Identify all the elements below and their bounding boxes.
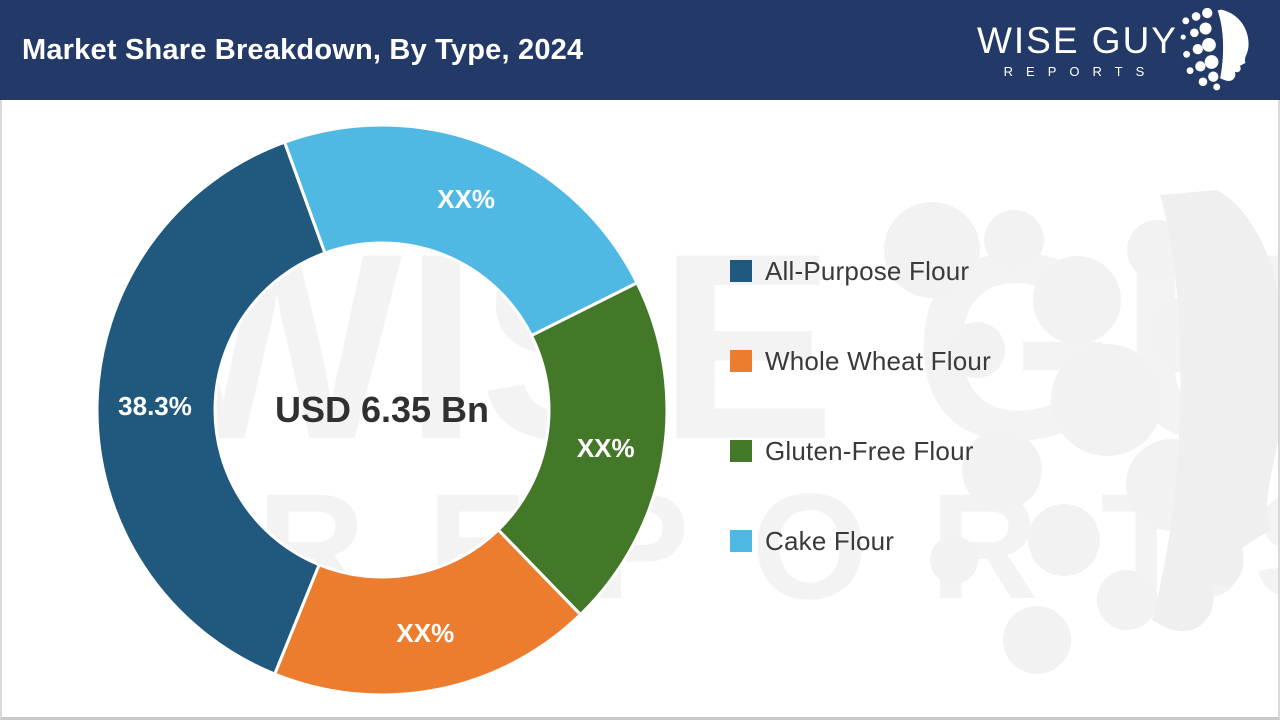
header-bar: Market Share Breakdown, By Type, 2024 WI… — [0, 0, 1280, 100]
segment-value-label: 38.3% — [118, 391, 192, 421]
legend-label: All-Purpose Flour — [765, 255, 970, 286]
segment-value-label: XX% — [396, 618, 454, 648]
segment-value-label: XX% — [437, 184, 495, 214]
watermark-dots — [884, 190, 1278, 674]
donut-chart: XX% XX% XX% 38.3% — [95, 123, 669, 697]
donut-segment-all-purpose-flour — [95, 140, 327, 676]
logo-text-block: WISE GUY REPORTS — [977, 22, 1178, 78]
chart-center-value: USD 6.35 Bn — [274, 389, 490, 430]
dotted-head-icon — [1180, 7, 1249, 91]
legend-item-whole-wheat-flour: Whole Wheat Flour — [730, 339, 991, 383]
legend-swatch — [730, 440, 752, 462]
donut-segment-whole-wheat-flour — [273, 528, 582, 697]
page-title: Market Share Breakdown, By Type, 2024 — [22, 33, 584, 66]
logo-subtitle: REPORTS — [1003, 64, 1158, 79]
segment-value-label: XX% — [577, 433, 635, 463]
legend-label: Whole Wheat Flour — [765, 345, 991, 376]
legend-label: Cake Flour — [765, 525, 895, 556]
legend-swatch — [730, 530, 752, 552]
legend-item-gluten-free-flour: Gluten-Free Flour — [730, 429, 991, 473]
wiseguy-logo: WISE GUY REPORTS — [977, 7, 1254, 93]
legend-swatch — [730, 350, 752, 372]
legend-item-cake-flour: Cake Flour — [730, 519, 991, 563]
legend-label: Gluten-Free Flour — [765, 435, 974, 466]
chart-area: WISE GUY REPORTS XX%XX%XX%38.3% USD 6.35… — [0, 100, 1280, 720]
donut-segment-cake-flour — [283, 123, 639, 338]
legend-item-all-purpose-flour: All-Purpose Flour — [730, 249, 991, 293]
chart-legend: All-Purpose Flour Whole Wheat Flour Gluten… — [730, 249, 991, 563]
logo-name: WISE GUY — [976, 20, 1178, 61]
legend-swatch — [730, 260, 752, 282]
donut-segment-gluten-free-flour — [496, 281, 669, 617]
